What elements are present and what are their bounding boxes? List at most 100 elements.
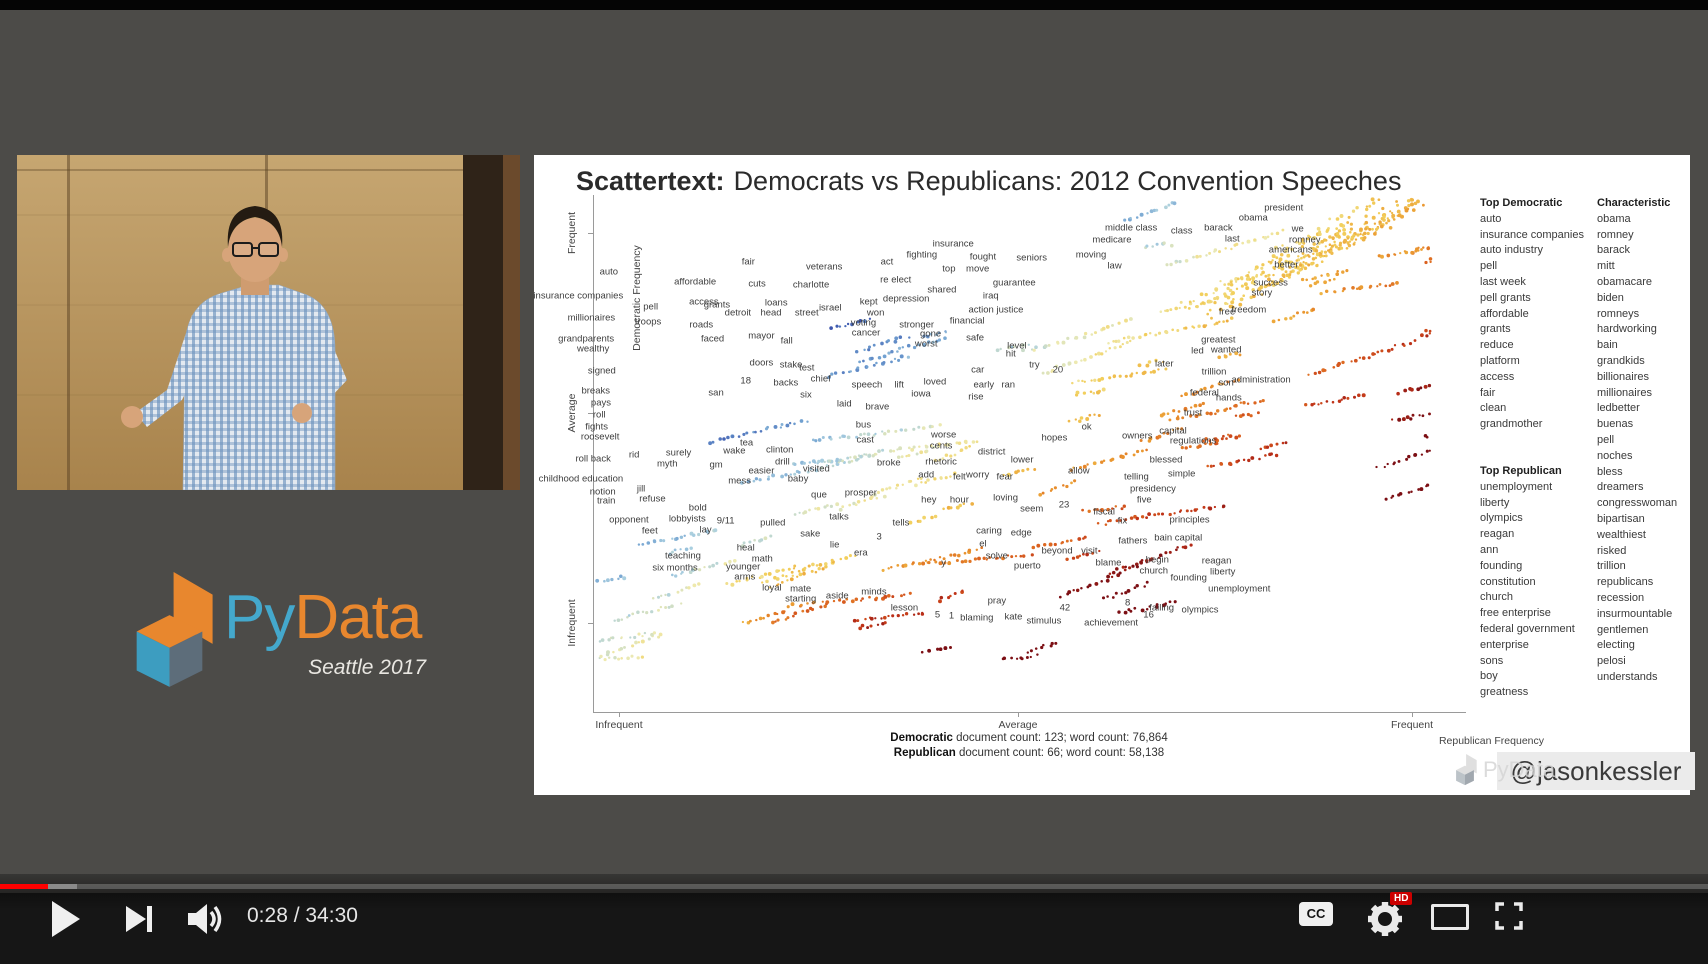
scatter-word: action [968,304,994,316]
list-header: Top Democratic [1480,197,1563,209]
gear-icon [1368,902,1402,936]
fullscreen-icon [1495,902,1523,930]
list-item: access [1480,370,1515,383]
scatter-word: israel [818,302,842,314]
video-stage[interactable]: PyData Seattle 2017 Scattertext: Democrat… [0,10,1708,893]
list-item: biden [1597,291,1624,304]
scatter-word: lay [699,524,712,536]
scatter-word: stake [779,359,803,371]
scatter-word: solve [985,550,1008,562]
scatter-word: puerto [1013,560,1041,572]
scatter-word: visit [1081,545,1098,557]
scatter-word: speech [851,379,883,391]
list-item: reduce [1480,339,1514,352]
scatter-word: law [1107,260,1122,272]
scatter-word: 5 [934,609,941,621]
list-header: Top Republican [1480,465,1562,477]
scatter-word: capital [1159,425,1187,437]
scatter-word: charlotte [792,279,830,291]
scatter-word: que [811,489,827,501]
volume-button[interactable] [188,903,224,940]
scatter-word: kate [1004,611,1023,623]
scatter-word: freedom [1231,304,1267,316]
scatter-word: edge [1010,527,1032,539]
list-item: trillion [1597,560,1626,573]
scatter-word: re elect [880,274,912,286]
scatter-word: faced [700,333,725,345]
scatter-word: easier [748,465,775,477]
list-item: pell grants [1480,291,1531,304]
scatter-word: childhood education [538,473,624,485]
scatter-word: begin [1145,554,1169,566]
volume-icon [188,904,222,934]
scatter-word: fathers [1118,535,1148,547]
scatter-word: blessed [1149,454,1183,466]
scatter-word: federal [1189,387,1219,399]
watermark-cube-icon [1456,754,1477,786]
next-button[interactable] [124,904,154,939]
list-item: unemployment [1480,480,1553,493]
scatter-word: romney [1288,234,1321,246]
scatter-word: simple [1167,468,1196,480]
progress-bar[interactable] [0,884,1708,889]
scatter-word: add [918,469,935,481]
scatter-word: better [1274,259,1299,271]
scatter-word: auto [599,266,619,278]
scatter-word: middle class [1105,222,1158,234]
pydata-cube-icon [136,572,213,687]
scatter-word: 16 [1143,609,1154,621]
list-item: dreamers [1597,481,1644,494]
scatter-word: mate [790,583,812,595]
scatter-word: shared [927,284,957,296]
list-item: mitt [1597,260,1615,273]
scatter-word: mess [728,475,751,487]
list-item: pell [1597,433,1615,446]
scatter-word: district [977,446,1006,458]
play-button[interactable] [50,900,82,943]
pydata-watermark: PyData [1452,754,1555,786]
scatter-word: we [1291,223,1304,235]
scatter-word: 18 [740,375,752,387]
list-item: ann [1480,543,1499,556]
captions-button[interactable]: CC [1299,902,1333,926]
count-line: Democratic document count: 123; word cou… [890,732,1168,744]
scatter-word: roads [689,319,714,331]
scatter-word: doors [749,357,774,369]
scatter-word: 8 [1125,597,1131,609]
letterbox-top [0,0,1708,10]
scatter-word: lie [829,539,840,551]
settings-button[interactable] [1366,900,1404,943]
scatter-word: el [979,538,987,550]
scatter-word: greatest [1201,334,1236,346]
logo-data: Data [294,583,422,652]
theater-mode-button[interactable] [1431,904,1469,930]
scatter-word: myth [656,458,678,470]
scatter-word: wake [723,445,746,457]
scatter-word: worse [931,429,957,441]
scatter-word: y [941,557,947,569]
scatter-word: try [1029,359,1040,371]
scatter-word: stronger [899,319,935,331]
list-item: insurmountable [1597,607,1673,620]
scatter-word: insurance [932,238,974,250]
scatter-word: starting [785,593,817,605]
list-item: grandkids [1597,354,1645,367]
list-item: bless [1597,465,1623,478]
speaker-scene [17,155,520,491]
list-item: pell [1480,260,1498,273]
list-item: clean [1480,402,1507,415]
scatter-word: fair [741,256,755,268]
scatter-word: hey [921,494,937,506]
scatter-word: founding [1170,572,1207,584]
scatter-word: loyal [762,582,782,594]
scatter-words-layer: president obama we romney barack last american… [533,195,1466,712]
scatter-word: backs [773,377,799,389]
list-item: reagan [1480,528,1515,541]
scatter-word: fall [780,335,793,347]
fullscreen-button[interactable] [1495,902,1523,935]
scatter-word: hour [949,494,969,506]
scatter-word: 3 [876,531,882,543]
scatter-word: era [853,547,868,559]
x-tick [619,712,620,717]
list-item: founding [1480,559,1523,572]
